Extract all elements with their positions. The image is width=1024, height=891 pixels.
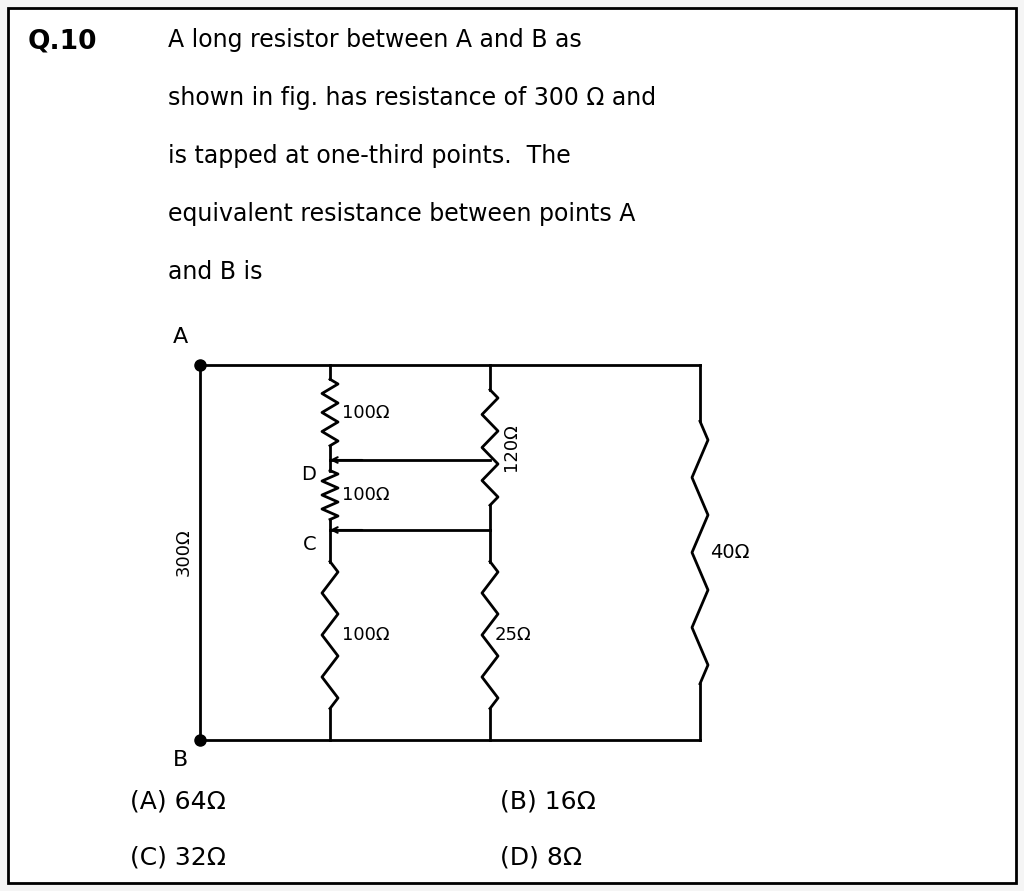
Text: equivalent resistance between points A: equivalent resistance between points A xyxy=(168,202,635,226)
Text: B: B xyxy=(173,750,188,770)
Text: A long resistor between A and B as: A long resistor between A and B as xyxy=(168,28,582,52)
Text: (A) 64Ω: (A) 64Ω xyxy=(130,790,226,814)
Text: 100Ω: 100Ω xyxy=(342,626,389,644)
Text: (B) 16Ω: (B) 16Ω xyxy=(500,790,596,814)
Text: A: A xyxy=(173,327,188,347)
FancyBboxPatch shape xyxy=(8,8,1016,883)
Text: 120Ω: 120Ω xyxy=(502,423,520,471)
Text: 100Ω: 100Ω xyxy=(342,404,389,421)
Text: Q.10: Q.10 xyxy=(28,28,97,54)
Text: 25Ω: 25Ω xyxy=(495,626,531,644)
Text: and B is: and B is xyxy=(168,260,262,284)
Text: D: D xyxy=(301,465,316,484)
Text: 100Ω: 100Ω xyxy=(342,486,389,504)
Text: (C) 32Ω: (C) 32Ω xyxy=(130,845,226,869)
Text: 300Ω: 300Ω xyxy=(175,528,193,576)
Text: shown in fig. has resistance of 300 Ω and: shown in fig. has resistance of 300 Ω an… xyxy=(168,86,656,110)
Text: (D) 8Ω: (D) 8Ω xyxy=(500,845,582,869)
Text: is tapped at one-third points.  The: is tapped at one-third points. The xyxy=(168,144,570,168)
Text: C: C xyxy=(302,535,316,554)
Text: 40Ω: 40Ω xyxy=(710,543,750,562)
